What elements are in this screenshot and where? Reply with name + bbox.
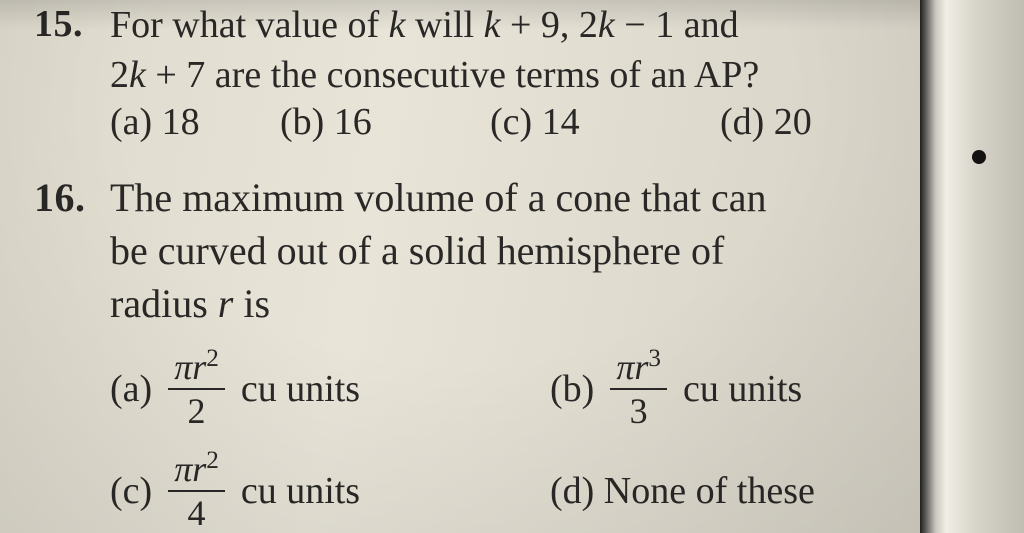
question-16: 16. The maximum volume of a cone that ca…	[34, 172, 886, 330]
q16-option-a-label: (a)	[110, 367, 152, 411]
q16-option-a-fraction: πr2 2	[168, 349, 225, 429]
ink-dot	[972, 150, 986, 164]
q16-a-exp: 2	[206, 345, 219, 372]
q16-option-b-suffix: cu units	[683, 367, 802, 411]
q16-option-b-fraction: πr3 3	[610, 349, 667, 429]
question-15-body: For what value of k will k + 9, 2k − 1 a…	[110, 0, 886, 50]
question-16-stem-line2: be curved out of a solid hemisphere of	[110, 225, 886, 278]
q16-c-den: 4	[182, 495, 212, 531]
question-15: 15. For what value of k will k + 9, 2k −…	[34, 0, 886, 50]
q16-option-d-text: (d) None of these	[550, 469, 815, 513]
question-15-stem-line2: 2k + 7 are the consecutive terms of an A…	[34, 50, 886, 100]
q16-option-d: (d) None of these	[550, 469, 886, 513]
question-15-number: 15.	[34, 0, 96, 46]
q16-option-a-suffix: cu units	[241, 367, 360, 411]
q16-option-c-suffix: cu units	[241, 469, 360, 513]
question-16-options: (a) πr2 2 cu units (b) πr3 3 cu units (c…	[34, 349, 886, 531]
question-16-number: 16.	[34, 172, 96, 221]
q16-c-exp: 2	[206, 447, 219, 474]
q16-option-a: (a) πr2 2 cu units	[110, 349, 550, 429]
question-16-stem-line1: The maximum volume of a cone that can	[110, 172, 886, 225]
q16-b-den: 3	[624, 393, 654, 429]
question-15-stem-line1: For what value of k will k + 9, 2k − 1 a…	[110, 0, 886, 50]
q15-option-a: (a) 18	[110, 100, 280, 144]
q16-option-c: (c) πr2 4 cu units	[110, 451, 550, 531]
page: 15. For what value of k will k + 9, 2k −…	[0, 0, 920, 533]
q15-option-b: (b) 16	[280, 100, 490, 144]
q16-option-b-label: (b)	[550, 367, 594, 411]
question-15-options: (a) 18 (b) 16 (c) 14 (d) 20	[34, 100, 886, 144]
q15-option-c: (c) 14	[490, 100, 720, 144]
q16-option-b: (b) πr3 3 cu units	[550, 349, 886, 429]
page-edge-right	[920, 0, 1024, 533]
q15-option-d: (d) 20	[720, 100, 812, 144]
q16-option-c-label: (c)	[110, 469, 152, 513]
q16-option-c-fraction: πr2 4	[168, 451, 225, 531]
question-16-body: The maximum volume of a cone that can be…	[110, 172, 886, 330]
question-16-stem-line3: radius r is	[110, 278, 886, 331]
q16-b-exp: 3	[648, 345, 661, 372]
q16-a-den: 2	[182, 393, 212, 429]
